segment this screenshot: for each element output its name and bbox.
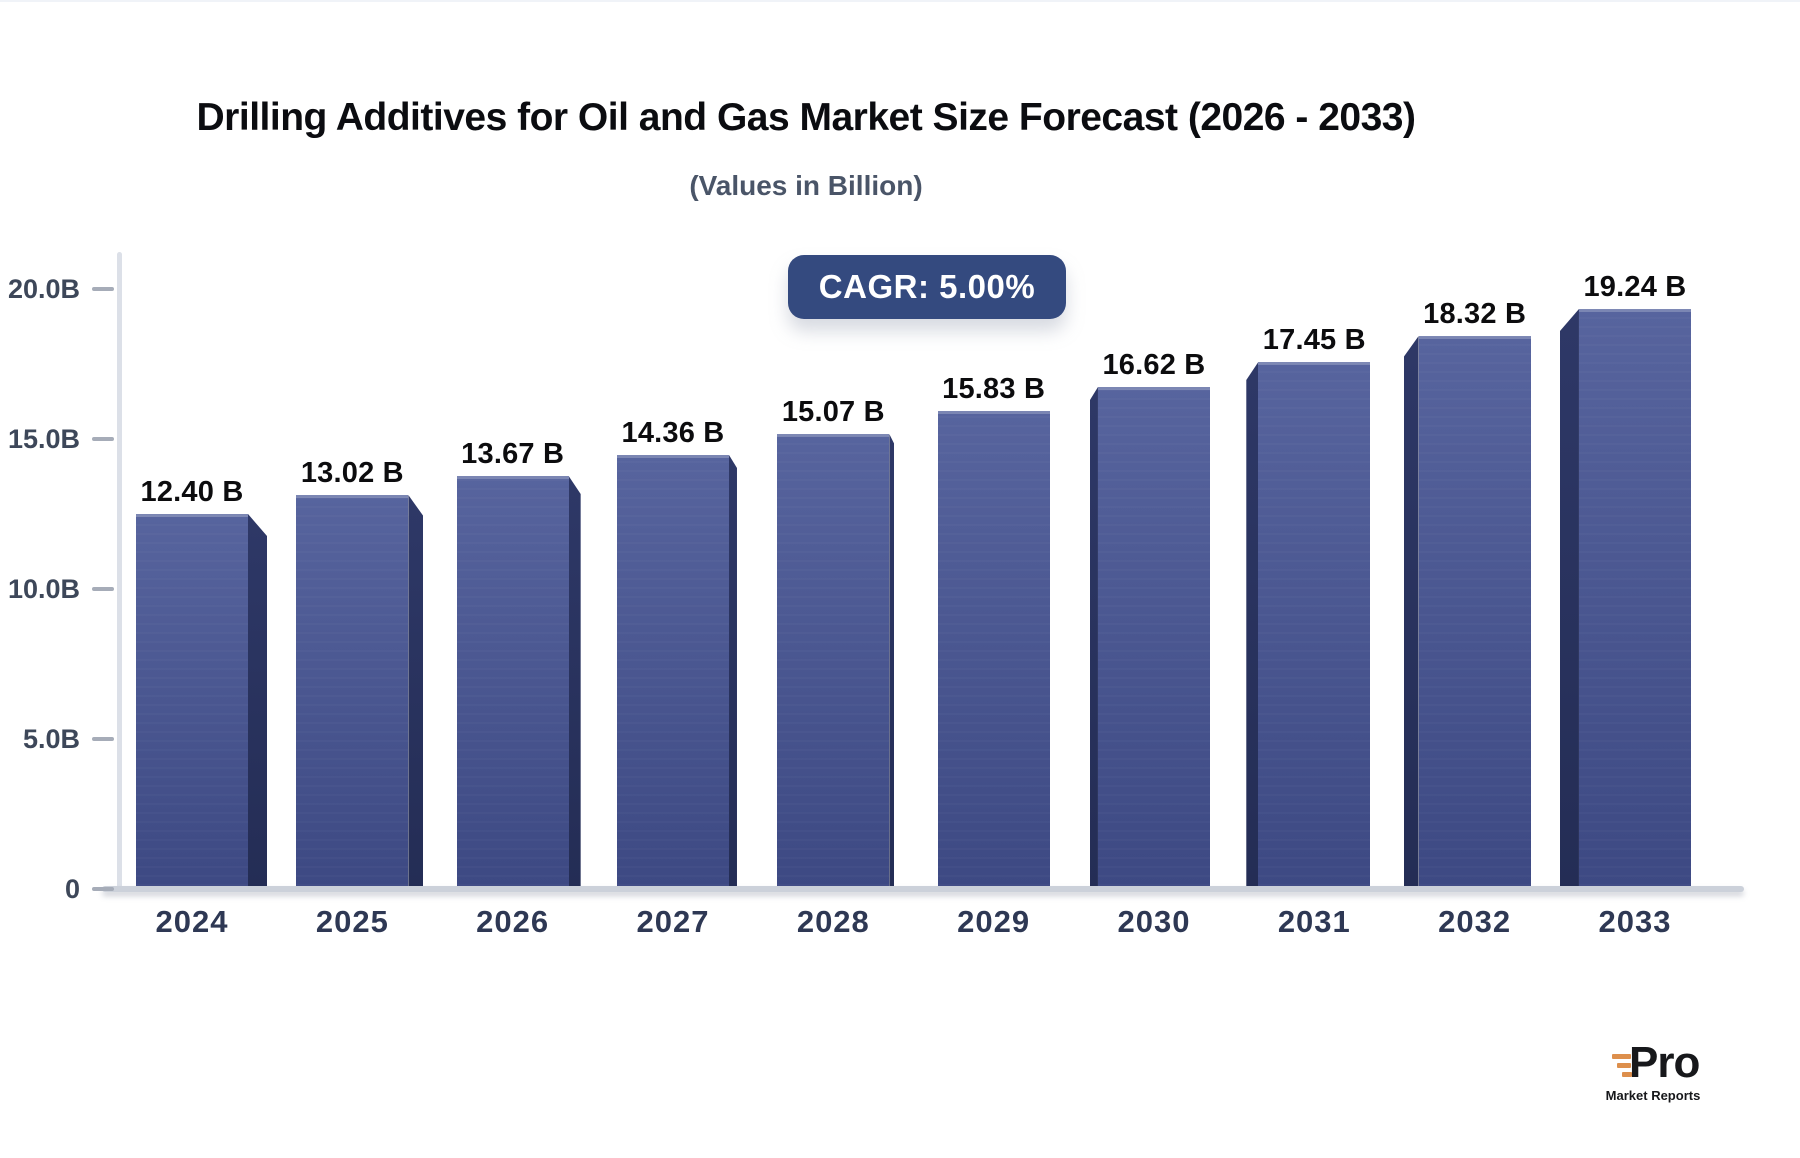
bar-side-face	[1089, 387, 1098, 886]
bar-side-face	[1403, 336, 1419, 886]
y-tick-dash	[92, 737, 114, 741]
bar-value-label: 19.24 B	[1583, 271, 1687, 303]
y-tick-dash	[92, 887, 114, 891]
y-tick-dash	[92, 587, 114, 591]
x-axis-label-2030: 2030	[1117, 904, 1191, 939]
bar-2029	[937, 411, 1050, 886]
bar-side-face	[728, 455, 737, 886]
x-axis-label-2026: 2026	[476, 904, 550, 939]
x-axis-label-2028: 2028	[796, 904, 870, 939]
bar-value-label: 13.02 B	[300, 457, 404, 489]
bar-value-label: 15.07 B	[781, 396, 885, 428]
y-axis-line	[117, 252, 122, 892]
chart-title: Drilling Additives for Oil and Gas Marke…	[196, 96, 1416, 139]
x-axis-label-2025: 2025	[315, 904, 389, 939]
bar-side-face	[568, 476, 581, 886]
y-tick-label: 10.0B	[7, 574, 80, 604]
bar-2025	[296, 495, 409, 886]
bar-value-label: 15.83 B	[942, 373, 1046, 405]
y-tick-label: 20.0B	[7, 274, 80, 304]
logo-name: Pro	[1629, 1038, 1700, 1087]
bar-2024	[136, 514, 248, 886]
bar-side-face	[1246, 362, 1259, 886]
logo-bars-icon	[1617, 1063, 1631, 1068]
y-tick-dash	[92, 287, 114, 291]
bar-2026	[456, 476, 569, 886]
bar-side-face	[889, 434, 895, 886]
x-axis-line	[102, 886, 1744, 892]
x-axis-label-2027: 2027	[636, 904, 710, 939]
bar-side-face	[1559, 309, 1579, 886]
bar-2032	[1418, 336, 1531, 886]
x-axis-label-2032: 2032	[1438, 904, 1512, 939]
bar-2030	[1097, 387, 1210, 886]
logo-bars-icon	[1612, 1054, 1631, 1059]
bar-value-label: 12.40 B	[140, 476, 244, 508]
x-axis-label-2024: 2024	[155, 904, 229, 939]
chart-subtitle: (Values in Billion)	[689, 170, 923, 201]
y-tick-label: 5.0B	[22, 724, 80, 754]
bar-2027	[616, 455, 729, 886]
bar-value-label: 14.36 B	[621, 417, 725, 449]
x-axis-label-2033: 2033	[1598, 904, 1672, 939]
cagr-badge: CAGR: 5.00%	[788, 255, 1066, 319]
bar-2028	[777, 434, 890, 886]
y-tick-label: 0	[64, 874, 80, 904]
logo-subtext: Market Reports	[1605, 1088, 1701, 1103]
y-tick-dash	[92, 437, 114, 441]
bar-value-label: 16.62 B	[1102, 349, 1206, 381]
bar-side-face	[248, 514, 267, 886]
x-axis-label-2031: 2031	[1277, 904, 1351, 939]
y-tick-label: 15.0B	[7, 424, 80, 454]
bar-2031	[1258, 362, 1371, 886]
pro-market-reports-logo: Pro Market Reports	[1560, 1032, 1800, 1158]
x-axis-label-2029: 2029	[957, 904, 1031, 939]
bar-value-label: 18.32 B	[1423, 298, 1527, 330]
bar-side-face	[408, 495, 424, 886]
bar-value-label: 17.45 B	[1262, 324, 1366, 356]
bar-value-label: 13.67 B	[461, 438, 565, 470]
bar-2033	[1578, 309, 1691, 886]
logo-bars-icon	[1622, 1072, 1632, 1077]
